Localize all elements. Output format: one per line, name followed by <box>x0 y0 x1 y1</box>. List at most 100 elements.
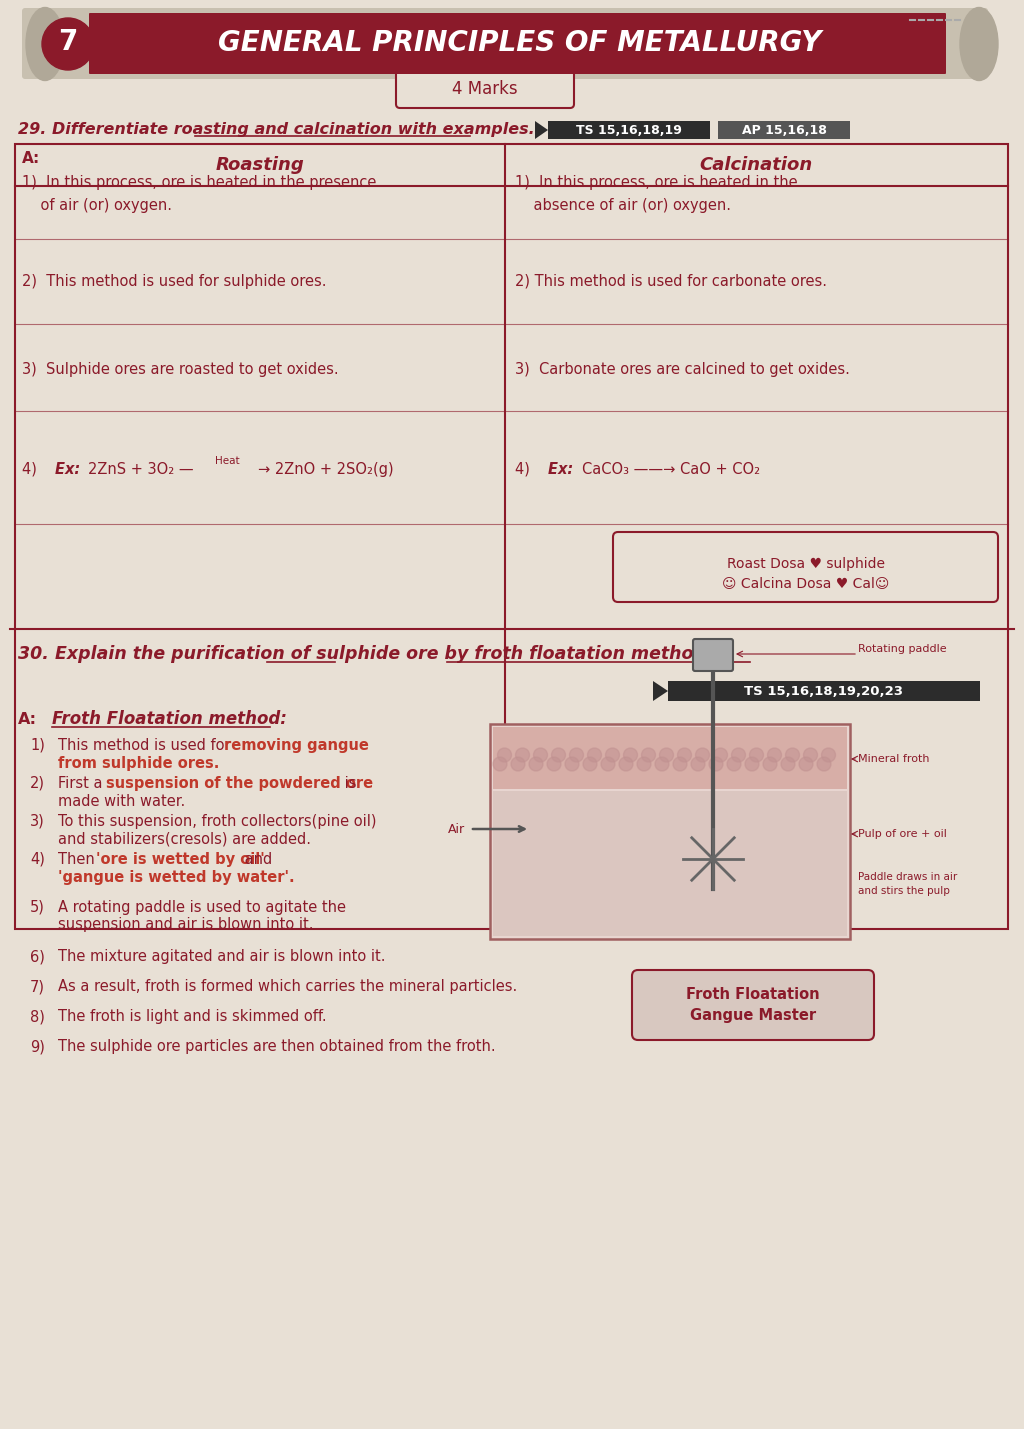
Circle shape <box>493 757 507 772</box>
Text: Roasting: Roasting <box>216 156 304 174</box>
Text: 2) This method is used for carbonate ores.: 2) This method is used for carbonate ore… <box>515 273 827 289</box>
Text: suspension of the powdered ore: suspension of the powdered ore <box>106 776 373 790</box>
Circle shape <box>821 747 836 762</box>
Text: Heat: Heat <box>215 456 240 466</box>
Circle shape <box>498 747 512 762</box>
Circle shape <box>515 747 529 762</box>
Text: and stabilizers(cresols) are added.: and stabilizers(cresols) are added. <box>58 832 311 846</box>
Text: The froth is light and is skimmed off.: The froth is light and is skimmed off. <box>58 1009 327 1025</box>
Text: ☺ Calcina Dosa ♥ Cal☺: ☺ Calcina Dosa ♥ Cal☺ <box>722 577 890 592</box>
Text: 3): 3) <box>30 813 45 829</box>
Text: Froth Floatation
Gangue Master: Froth Floatation Gangue Master <box>686 987 820 1023</box>
Text: 9): 9) <box>30 1039 45 1055</box>
Text: removing gangue: removing gangue <box>224 737 369 753</box>
Text: GENERAL PRINCIPLES OF METALLURGY: GENERAL PRINCIPLES OF METALLURGY <box>218 29 821 57</box>
FancyBboxPatch shape <box>89 13 946 74</box>
Text: A rotating paddle is used to agitate the: A rotating paddle is used to agitate the <box>58 899 346 915</box>
Text: Paddle draws in air
and stirs the pulp: Paddle draws in air and stirs the pulp <box>858 872 957 896</box>
Text: Froth Floatation method:: Froth Floatation method: <box>52 710 287 727</box>
Text: 4): 4) <box>30 852 45 866</box>
FancyBboxPatch shape <box>490 725 850 939</box>
Text: 2): 2) <box>30 776 45 790</box>
Polygon shape <box>718 121 850 139</box>
Text: First a: First a <box>58 776 108 790</box>
Circle shape <box>714 747 727 762</box>
Text: → 2ZnO + 2SO₂(g): → 2ZnO + 2SO₂(g) <box>258 462 393 476</box>
Text: As a result, froth is formed which carries the mineral particles.: As a result, froth is formed which carri… <box>58 979 517 995</box>
Text: The mixture agitated and air is blown into it.: The mixture agitated and air is blown in… <box>58 949 385 965</box>
Circle shape <box>547 757 561 772</box>
Circle shape <box>727 757 741 772</box>
Text: suspension and air is blown into it.: suspension and air is blown into it. <box>58 917 313 933</box>
Polygon shape <box>535 121 548 139</box>
Text: Calcination: Calcination <box>699 156 813 174</box>
Text: 1)  In this process, ore is heated in the
    absence of air (or) oxygen.: 1) In this process, ore is heated in the… <box>515 174 798 213</box>
Ellipse shape <box>26 7 63 80</box>
Text: To this suspension, froth collectors(pine oil): To this suspension, froth collectors(pin… <box>58 813 377 829</box>
Text: 2ZnS + 3O₂ —: 2ZnS + 3O₂ — <box>88 462 194 476</box>
Circle shape <box>673 757 687 772</box>
Text: 4): 4) <box>22 462 46 476</box>
Circle shape <box>641 747 655 762</box>
Text: 7): 7) <box>30 979 45 995</box>
Circle shape <box>552 747 565 762</box>
Circle shape <box>565 757 579 772</box>
Text: Ex:: Ex: <box>548 462 579 476</box>
FancyBboxPatch shape <box>632 970 874 1040</box>
Circle shape <box>42 19 94 70</box>
Circle shape <box>781 757 795 772</box>
Text: 1): 1) <box>30 737 45 753</box>
Text: Explain the purification of sulphide ore by froth floatation method.: Explain the purification of sulphide ore… <box>55 644 713 663</box>
Circle shape <box>768 747 781 762</box>
Text: Pulp of ore + oil: Pulp of ore + oil <box>858 829 947 839</box>
Text: 'gangue is wetted by water'.: 'gangue is wetted by water'. <box>58 869 295 885</box>
Text: 6): 6) <box>30 949 45 965</box>
Text: from sulphide ores.: from sulphide ores. <box>58 756 219 770</box>
Text: Ex:: Ex: <box>55 462 85 476</box>
Text: Mineral froth: Mineral froth <box>858 755 930 765</box>
Circle shape <box>678 747 691 762</box>
FancyBboxPatch shape <box>613 532 998 602</box>
Text: 4 Marks: 4 Marks <box>453 80 518 99</box>
Circle shape <box>569 747 584 762</box>
Circle shape <box>750 747 764 762</box>
Text: Then: Then <box>58 852 99 866</box>
Text: AP 15,16,18: AP 15,16,18 <box>741 123 826 137</box>
Circle shape <box>601 757 615 772</box>
Circle shape <box>785 747 800 762</box>
Circle shape <box>799 757 813 772</box>
Circle shape <box>659 747 674 762</box>
Text: 4): 4) <box>515 462 539 476</box>
Circle shape <box>745 757 759 772</box>
Text: This method is used for: This method is used for <box>58 737 236 753</box>
Circle shape <box>731 747 745 762</box>
Circle shape <box>691 757 705 772</box>
FancyBboxPatch shape <box>493 727 847 789</box>
FancyBboxPatch shape <box>693 639 733 672</box>
Circle shape <box>817 757 831 772</box>
Text: 2)  This method is used for sulphide ores.: 2) This method is used for sulphide ores… <box>22 273 327 289</box>
Text: Air: Air <box>447 823 465 836</box>
Circle shape <box>529 757 543 772</box>
Text: The sulphide ore particles are then obtained from the froth.: The sulphide ore particles are then obta… <box>58 1039 496 1055</box>
Text: 8): 8) <box>30 1009 45 1025</box>
Circle shape <box>637 757 651 772</box>
Text: made with water.: made with water. <box>58 793 185 809</box>
Text: and: and <box>240 852 272 866</box>
Circle shape <box>624 747 638 762</box>
Text: 3)  Carbonate ores are calcined to get oxides.: 3) Carbonate ores are calcined to get ox… <box>515 362 850 376</box>
Circle shape <box>763 757 777 772</box>
Text: CaCO₃ ——→ CaO + CO₂: CaCO₃ ——→ CaO + CO₂ <box>582 462 760 476</box>
Text: TS 15,16,18,19,20,23: TS 15,16,18,19,20,23 <box>744 684 903 697</box>
Text: 3)  Sulphide ores are roasted to get oxides.: 3) Sulphide ores are roasted to get oxid… <box>22 362 339 376</box>
Polygon shape <box>653 682 668 702</box>
Text: is: is <box>340 776 356 790</box>
Text: 30.: 30. <box>18 644 49 663</box>
Circle shape <box>804 747 817 762</box>
Circle shape <box>655 757 669 772</box>
Text: A:: A: <box>18 712 37 726</box>
FancyBboxPatch shape <box>22 9 988 79</box>
Text: 5): 5) <box>30 899 45 915</box>
Circle shape <box>511 757 525 772</box>
FancyBboxPatch shape <box>396 70 574 109</box>
